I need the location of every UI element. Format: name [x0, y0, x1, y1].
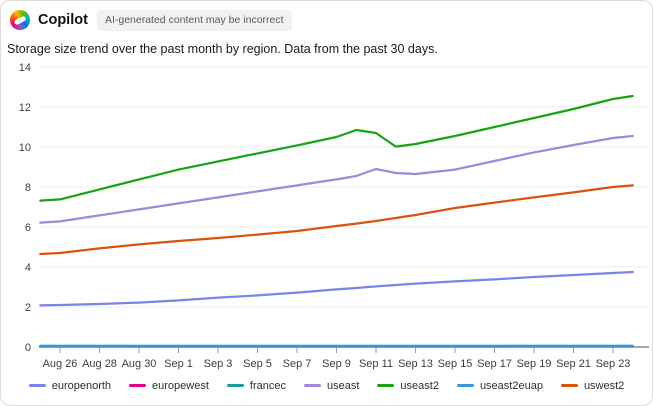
y-tick-label: 2	[25, 302, 31, 314]
legend-swatch-useast2	[377, 384, 395, 387]
copilot-logo-icon	[10, 10, 30, 31]
series-line-uswest2	[39, 183, 634, 255]
legend-label: useast	[326, 379, 360, 392]
y-tick-label: 14	[19, 62, 31, 74]
x-tick-label: Aug 30	[122, 358, 157, 370]
x-tick-label: Aug 28	[82, 358, 117, 370]
x-tick-label: Sep 1	[164, 358, 193, 370]
y-tick-label: 12	[19, 102, 31, 114]
x-axis-ticks: Aug 26 Aug 28 Aug 30 Sep 1 Sep 3 Sep 5 Sep 7 Se…	[43, 346, 631, 370]
legend-swatch-useast	[303, 384, 321, 387]
legend-item-francec[interactable]: francec	[226, 379, 286, 392]
y-gridlines: 0 2 4 6 8 10 12 14	[19, 62, 649, 354]
legend-label: francec	[249, 379, 286, 392]
y-tick-label: 10	[19, 142, 31, 154]
y-tick-label: 4	[25, 262, 31, 274]
legend-item-useast[interactable]: useast	[303, 379, 360, 392]
legend-swatch-uswest2	[560, 384, 578, 387]
legend-item-europewest[interactable]: europewest	[129, 380, 209, 392]
legend-swatch-europewest	[129, 384, 147, 387]
legend-swatch-europenorth	[28, 384, 46, 387]
y-tick-label: 8	[25, 182, 31, 194]
x-tick-label: Sep 19	[517, 358, 552, 370]
series-line-europenorth	[39, 270, 634, 306]
storage-trend-chart: 0 2 4 6 8 10 12 14 Aug 26 Aug 28 Aug 30 Sep 1 Sep 3 S…	[19, 62, 649, 370]
legend-item-useast2[interactable]: useast2	[377, 380, 439, 392]
x-tick-label: Sep 5	[243, 358, 272, 370]
x-tick-label: Sep 23	[596, 358, 631, 370]
x-tick-label: Sep 11	[359, 358, 393, 370]
series-line-useast	[39, 134, 634, 224]
x-tick-label: Sep 17	[477, 358, 512, 370]
ai-disclaimer-badge: AI-generated content may be incorrect	[96, 10, 292, 31]
legend-label: uswest2	[583, 379, 625, 392]
chart-legend: europenorth europewest francec useast useast…	[1, 380, 652, 392]
legend-item-uswest2[interactable]: uswest2	[560, 379, 625, 392]
legend-swatch-francec	[226, 384, 244, 387]
legend-label: useast2euap	[479, 379, 543, 392]
x-tick-label: Aug 26	[43, 358, 78, 370]
x-tick-label: Sep 3	[204, 358, 233, 370]
x-tick-label: Sep 15	[438, 358, 473, 370]
legend-item-europenorth[interactable]: europenorth	[28, 379, 112, 392]
app-name: Copilot	[38, 12, 88, 29]
series-line-useast2	[39, 94, 634, 202]
legend-swatch-useast2euap	[456, 384, 474, 387]
y-tick-label: 0	[25, 342, 31, 354]
legend-label: useast2	[400, 379, 439, 392]
x-tick-label: Sep 9	[322, 358, 351, 370]
chart-description-text: Storage size trend over the past month b…	[7, 41, 438, 56]
legend-label: europewest	[152, 379, 209, 392]
x-tick-label: Sep 13	[398, 358, 433, 370]
x-tick-label: Sep 21	[556, 358, 591, 370]
legend-item-useast2euap[interactable]: useast2euap	[456, 379, 543, 392]
series-lines	[39, 94, 634, 347]
legend-label: europenorth	[51, 379, 112, 392]
x-tick-label: Sep 7	[283, 358, 312, 370]
header: Copilot AI-generated content may be inco…	[1, 1, 652, 31]
y-tick-label: 6	[25, 222, 31, 234]
